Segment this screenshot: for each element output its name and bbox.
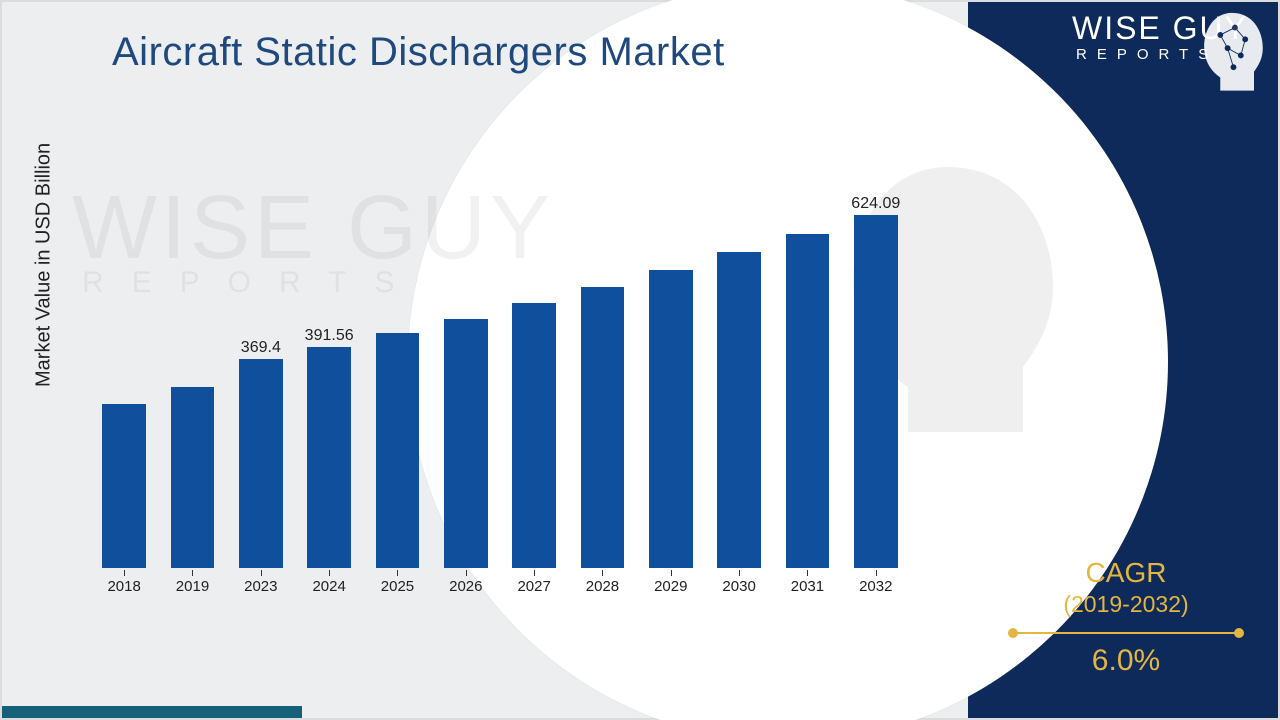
bar-column: [773, 172, 841, 568]
bar-column: [500, 172, 568, 568]
bar-column: [637, 172, 705, 568]
bar-value-label: 369.4: [227, 339, 295, 359]
x-tick-label: 2028: [568, 572, 636, 602]
bar-column: [90, 172, 158, 568]
x-tick-label: 2019: [158, 572, 226, 602]
bar-column: [705, 172, 773, 568]
bar-value-label: 624.09: [842, 195, 910, 215]
stage: WISE GUY REPORTS Aircraft Static Dischar…: [0, 0, 1280, 720]
x-axis: 2018201920232024202520262027202820292030…: [90, 572, 910, 602]
bar-column: [363, 172, 431, 568]
bar-chart: Market Value in USD Billion 369.4391.566…: [50, 172, 910, 602]
bar-value-label: 391.56: [295, 327, 363, 347]
x-tick-label: 2026: [432, 572, 500, 602]
bar: [307, 347, 351, 569]
x-tick-label: 2029: [637, 572, 705, 602]
bar-column: [158, 172, 226, 568]
bar-column: 369.4: [227, 172, 295, 568]
bar: [512, 303, 556, 568]
x-tick-label: 2018: [90, 572, 158, 602]
bar: [102, 404, 146, 568]
bar-column: [432, 172, 500, 568]
x-tick-label: 2025: [363, 572, 431, 602]
x-tick-label: 2027: [500, 572, 568, 602]
brand-head-icon: [1192, 10, 1272, 98]
bar-column: 391.56: [295, 172, 363, 568]
bar-column: 624.09: [842, 172, 910, 568]
x-tick-label: 2023: [227, 572, 295, 602]
x-tick-label: 2031: [773, 572, 841, 602]
bar: [239, 359, 283, 568]
cagr-box: CAGR (2019-2032) 6.0%: [1006, 557, 1246, 678]
y-axis-label: Market Value in USD Billion: [33, 143, 56, 387]
bar-column: [568, 172, 636, 568]
cagr-label: CAGR: [1006, 557, 1246, 589]
bar: [171, 387, 215, 568]
chart-title: Aircraft Static Dischargers Market: [112, 30, 725, 75]
x-tick-label: 2032: [842, 572, 910, 602]
bar: [376, 333, 420, 568]
bar: [581, 287, 625, 568]
bar: [786, 234, 830, 568]
bar: [649, 270, 693, 568]
x-tick-label: 2024: [295, 572, 363, 602]
cagr-value: 6.0%: [1006, 644, 1246, 678]
x-tick-label: 2030: [705, 572, 773, 602]
plot-area: 369.4391.56 624.09: [90, 172, 910, 568]
cagr-divider: [1012, 632, 1240, 634]
bar: [717, 252, 761, 568]
bar: [854, 215, 898, 568]
bottom-accent-bar: [2, 706, 302, 718]
bar: [444, 319, 488, 568]
cagr-range: (2019-2032): [1006, 591, 1246, 618]
